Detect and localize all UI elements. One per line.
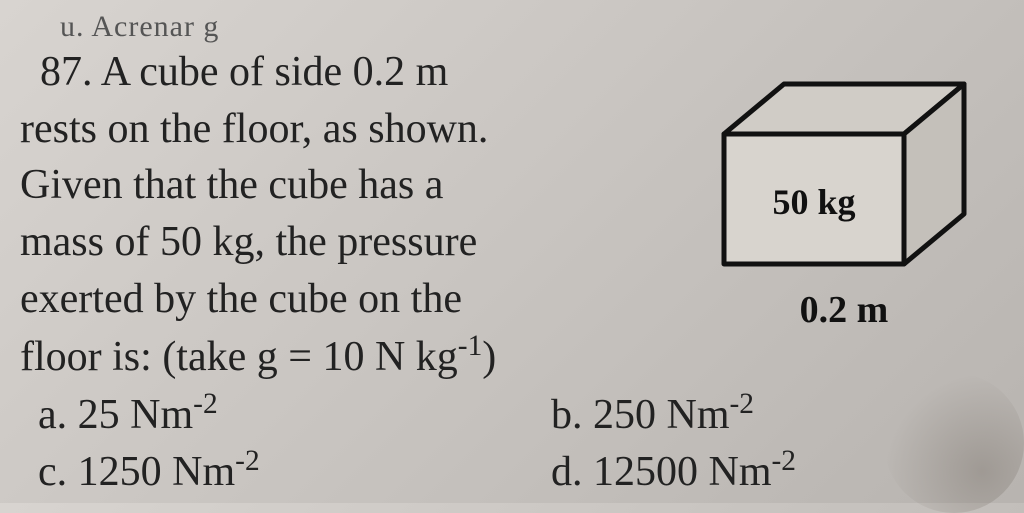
page: u. Acrenar g 87. A cube of side 0.2 m re… — [20, 10, 1004, 493]
option-a-exp: -2 — [193, 388, 217, 420]
page-curl-shadow — [884, 373, 1024, 513]
question-area: 87. A cube of side 0.2 m rests on the fl… — [20, 44, 1004, 386]
option-c: c. 1250 Nm-2 — [38, 445, 491, 496]
question-line6-exp: -1 — [458, 330, 482, 362]
cube-figure: 50 kg 0.2 m — [684, 44, 1004, 386]
question-line1: A cube of side 0.2 m — [101, 49, 449, 95]
cube-icon: 50 kg — [694, 64, 994, 284]
question-line4: mass of 50 kg, the pressure — [20, 219, 477, 265]
question-number: 87. — [40, 49, 93, 95]
option-a: a. 25 Nm-2 — [38, 388, 491, 439]
cube-mass-label: 50 kg — [772, 182, 855, 222]
question-line5: exerted by the cube on the — [20, 276, 462, 322]
options-grid: a. 25 Nm-2 b. 250 Nm-2 c. 1250 Nm-2 d. 1… — [38, 388, 1004, 496]
option-d-label: d. 12500 Nm — [551, 449, 772, 495]
question-text: 87. A cube of side 0.2 m rests on the fl… — [20, 44, 664, 386]
option-c-exp: -2 — [235, 445, 259, 477]
question-line6: floor is: (take g = 10 N kg — [20, 334, 458, 380]
question-line3: Given that the cube has a — [20, 162, 443, 208]
partial-prev-line: u. Acrenar g — [60, 10, 1004, 44]
option-d-exp: -2 — [772, 445, 796, 477]
option-b-label: b. 250 Nm — [551, 392, 730, 438]
option-c-label: c. 1250 Nm — [38, 449, 235, 495]
option-b-exp: -2 — [730, 388, 754, 420]
cube-dimension-label: 0.2 m — [800, 288, 889, 332]
question-line6-close: ) — [482, 334, 496, 380]
question-line2: rests on the floor, as shown. — [20, 106, 488, 152]
option-a-label: a. 25 Nm — [38, 392, 193, 438]
